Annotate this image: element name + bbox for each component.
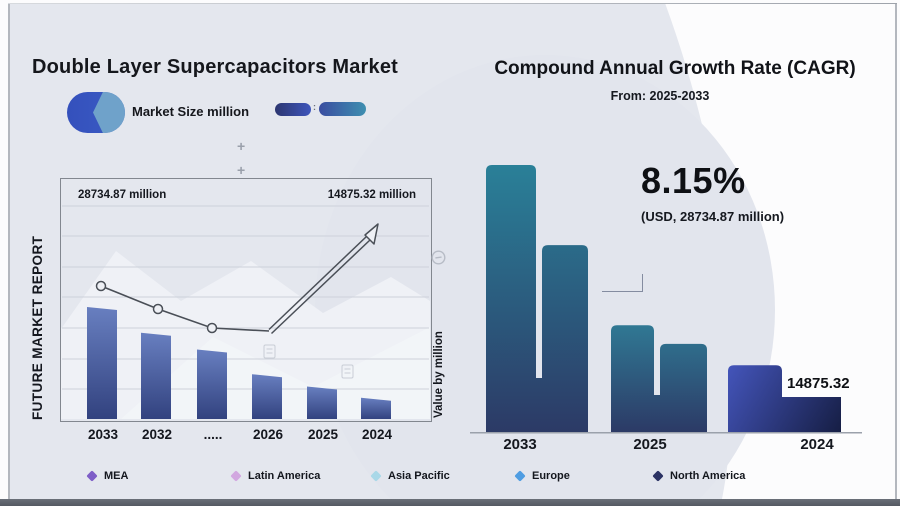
- x-tick-label: 2026: [252, 427, 284, 442]
- frame-left-gutter: [0, 0, 9, 499]
- frame-border-left: [8, 3, 10, 499]
- page-title: Double Layer Supercapacitors Market: [32, 56, 399, 78]
- legend-item-north-america: North America: [652, 468, 746, 484]
- plus-icon: +: [237, 138, 246, 154]
- legend-item-mea: MEA: [86, 468, 129, 484]
- market-size-chart: [61, 205, 430, 419]
- x-tick-label: 2024: [800, 436, 834, 453]
- start-value-annotation: 28734.87 million: [78, 189, 167, 201]
- end-value-annotation: 14875.32 million: [327, 189, 416, 201]
- cagr-title: Compound Annual Growth Rate (CAGR): [494, 58, 856, 79]
- minus-circle-icon: [431, 250, 446, 265]
- frame-right-gutter: [897, 0, 900, 499]
- gradient-pill-icon: [319, 102, 366, 116]
- legend-label: Asia Pacific: [388, 470, 450, 482]
- cylinder-icon: [67, 92, 125, 133]
- diamond-marker-icon: [514, 470, 526, 482]
- legend-label: Europe: [532, 470, 570, 482]
- cagr-note: (USD, 28734.87 million): [641, 209, 785, 224]
- legend-item-asia-pacific: Asia Pacific: [370, 468, 450, 484]
- x-tick-label: 2033: [87, 427, 119, 442]
- legend-label: North America: [670, 470, 746, 482]
- legend-label: Latin America: [248, 470, 321, 482]
- x-tick-label: .....: [203, 427, 223, 442]
- gradient-pill-icon: [275, 103, 311, 116]
- diamond-marker-icon: [652, 470, 664, 482]
- value-annotation: 14875.32: [787, 375, 850, 392]
- value-axis-label: Value by million: [433, 331, 445, 418]
- market-size-label: Market Size million: [132, 104, 250, 119]
- cagr-subtitle: From: 2025-2033: [610, 89, 710, 103]
- market-size-legend: Market Size million :: [67, 92, 397, 134]
- x-tick-label: 2025: [307, 427, 339, 442]
- market-size-chart-panel: 28734.87 million 14875.32 million: [60, 178, 432, 422]
- watermark-side-label: FUTURE MARKET REPORT: [30, 235, 45, 420]
- legend-item-latin-america: Latin America: [230, 468, 321, 484]
- legend-label: MEA: [104, 470, 129, 482]
- frame-bottom-strip: [0, 499, 900, 506]
- x-tick-label: 2025: [633, 436, 667, 453]
- cylinder-cap-shape: [93, 92, 125, 133]
- frame-border-right: [895, 3, 897, 499]
- decorative-elbow-line: [602, 274, 643, 292]
- plus-icon: +: [237, 162, 246, 178]
- legend-item-europe: Europe: [514, 468, 570, 484]
- cagr-value: 8.15%: [641, 160, 746, 201]
- diamond-marker-icon: [86, 470, 98, 482]
- x-tick-label: 2024: [361, 427, 393, 442]
- cagr-chart: [470, 165, 862, 434]
- x-tick-label: 2032: [141, 427, 173, 442]
- pill-separator: :: [313, 102, 316, 112]
- left-chart-x-axis: 2033 2032 ..... 2026 2025 2024: [60, 427, 432, 445]
- diamond-marker-icon: [230, 470, 242, 482]
- diamond-marker-icon: [370, 470, 382, 482]
- x-tick-label: 2033: [503, 436, 537, 453]
- frame-border-top: [8, 2, 897, 4]
